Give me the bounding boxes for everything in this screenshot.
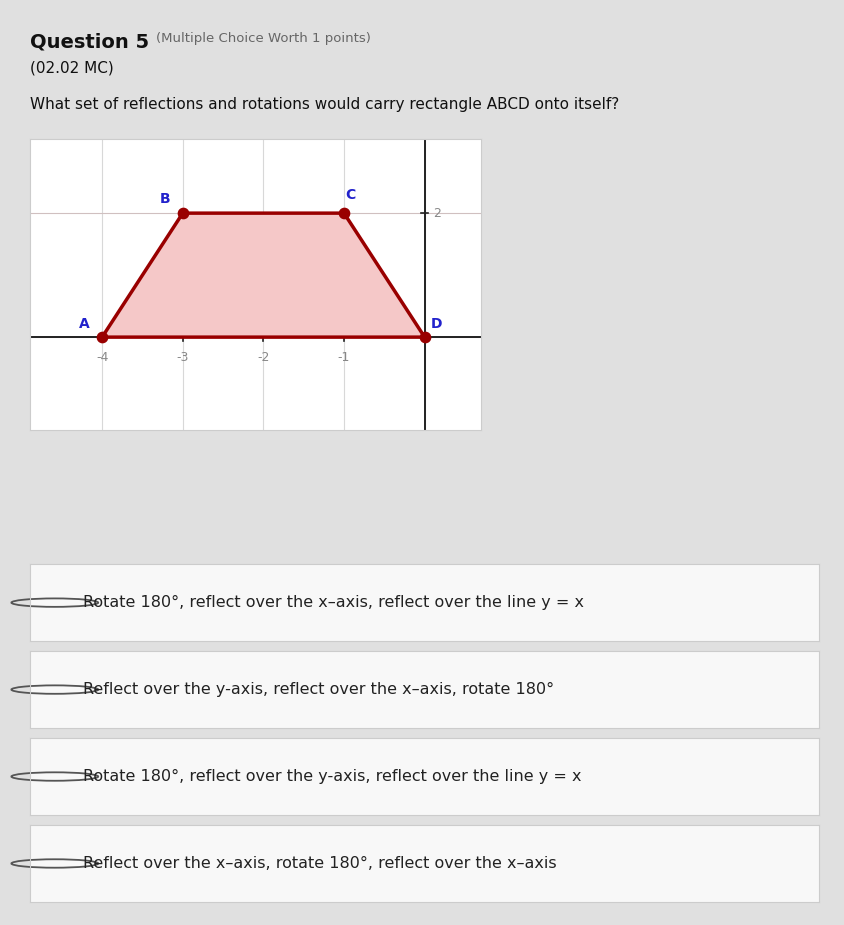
Point (338, 205, 351, 220)
Text: Rotate 180°, reflect over the x–axis, reflect over the line y = x: Rotate 180°, reflect over the x–axis, re… (84, 595, 584, 610)
Text: Rotate 180°, reflect over the y-axis, reflect over the line y = x: Rotate 180°, reflect over the y-axis, re… (84, 769, 582, 784)
Text: A: A (79, 317, 89, 331)
Text: B: B (160, 191, 170, 205)
Text: Reflect over the y-axis, reflect over the x–axis, rotate 180°: Reflect over the y-axis, reflect over th… (84, 682, 555, 697)
Text: (02.02 MC): (02.02 MC) (30, 60, 113, 75)
Text: -1: -1 (338, 351, 350, 364)
Text: C: C (345, 188, 355, 202)
Text: What set of reflections and rotations would carry rectangle ABCD onto itself?: What set of reflections and rotations wo… (30, 97, 619, 112)
Text: -2: -2 (257, 351, 269, 364)
Text: 2: 2 (433, 206, 441, 219)
Point (418, 329, 431, 344)
Polygon shape (102, 213, 425, 337)
Text: Reflect over the x–axis, rotate 180°, reflect over the x–axis: Reflect over the x–axis, rotate 180°, re… (84, 856, 557, 871)
Point (176, 205, 190, 220)
Text: -3: -3 (176, 351, 189, 364)
Text: Question 5: Question 5 (30, 32, 149, 52)
Text: -4: -4 (96, 351, 108, 364)
Point (95, 329, 109, 344)
Text: (Multiple Choice Worth 1 points): (Multiple Choice Worth 1 points) (156, 32, 371, 45)
Text: D: D (431, 317, 442, 331)
